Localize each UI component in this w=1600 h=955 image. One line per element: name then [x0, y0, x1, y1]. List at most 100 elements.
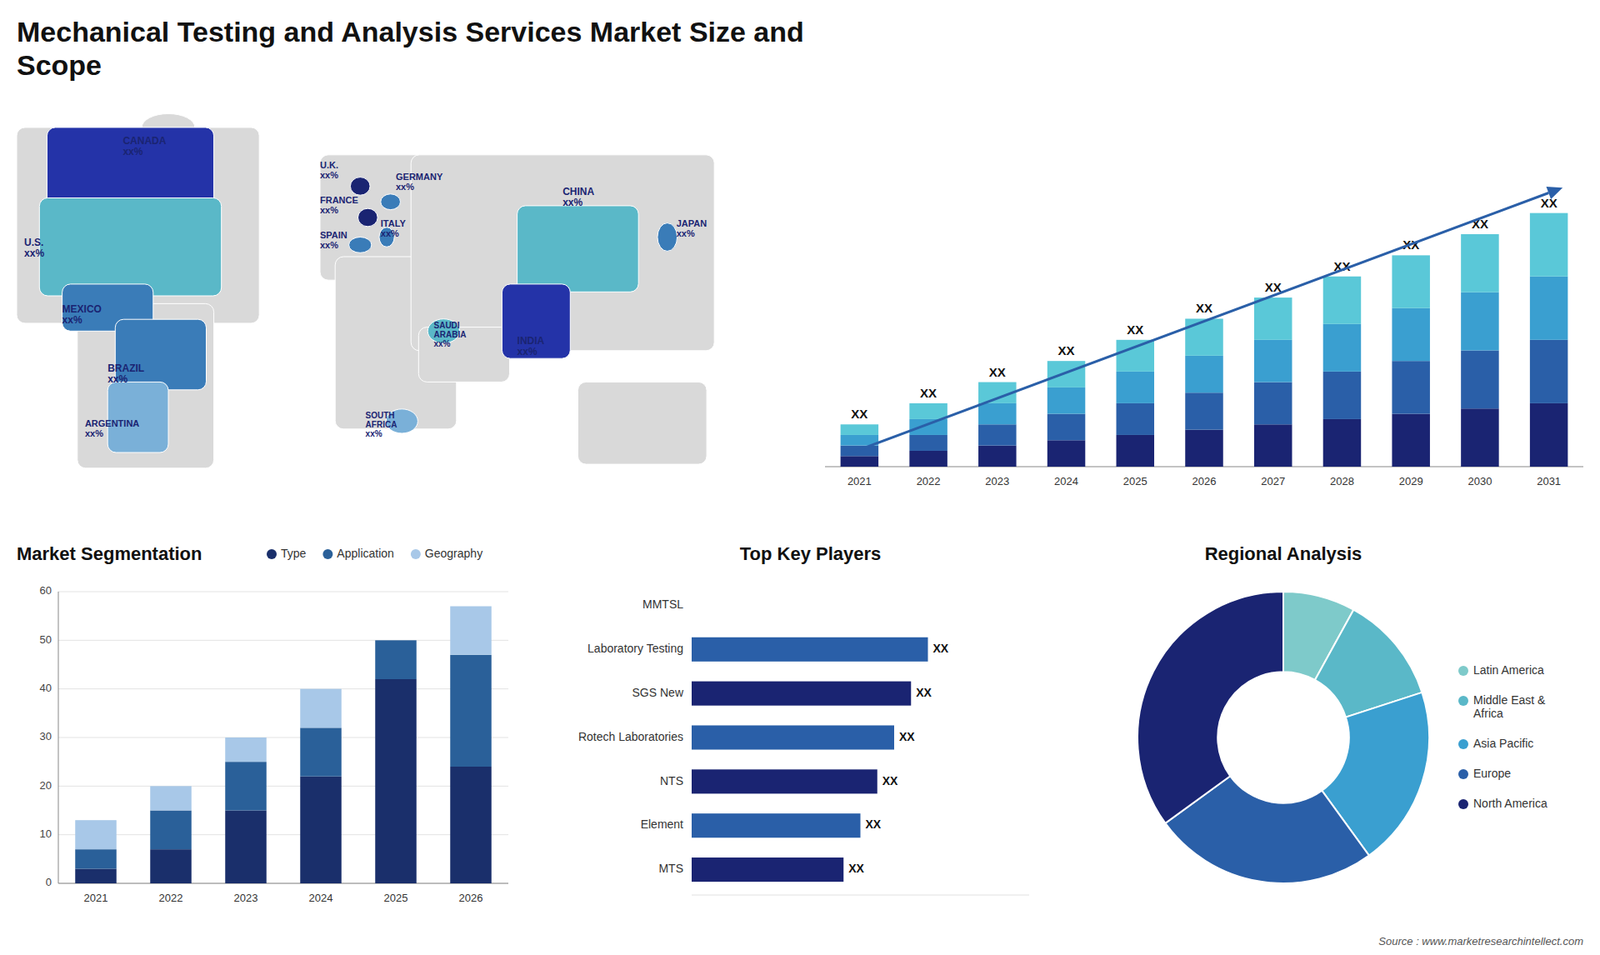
country-label: INDIAxx% [517, 335, 545, 358]
text-line: xx% [365, 429, 383, 439]
bars [840, 213, 1569, 467]
text-line: xx% [380, 228, 400, 239]
y-tick-label: 50 [40, 633, 52, 646]
text-line: ITALY [380, 218, 407, 229]
bar-segment [1530, 276, 1569, 340]
text-line: U.S. [24, 236, 44, 249]
legend-label: Asia Pacific [1473, 736, 1534, 750]
y-tick-label: NTS [660, 774, 684, 788]
text-line: ARABIA [434, 330, 467, 340]
bar-segment [1185, 355, 1224, 393]
bar-segment [450, 655, 492, 767]
country-label: SOUTHAFRICAxx% [365, 410, 398, 439]
y-tick-label: 60 [40, 584, 52, 597]
y-tick-label: 30 [40, 730, 52, 743]
bar-segment [150, 785, 192, 810]
bar-segment [75, 869, 117, 885]
bar-segment [1047, 387, 1086, 415]
bar-segment [1391, 414, 1430, 467]
bar-segment [1047, 414, 1086, 441]
bar-segment [1047, 360, 1086, 388]
x-axis-line [58, 883, 509, 885]
bar-segment [1460, 350, 1500, 410]
text-line: GERMANY [395, 171, 444, 182]
legend-label: Latin America [1473, 663, 1545, 677]
text-line: xx% [122, 145, 143, 158]
grid-line [58, 640, 509, 641]
bar-segment [1391, 360, 1430, 414]
bar-segment [978, 445, 1017, 467]
text-line: xx% [320, 170, 339, 180]
bar-segment [1254, 382, 1293, 425]
legend-swatch [1458, 769, 1469, 780]
world-map: CANADAxx%U.S.xx%MEXICOxx%BRAZILxx%ARGENT… [16, 113, 715, 468]
x-tick-label: 2031 [1536, 475, 1561, 488]
x-tick-label: 2026 [459, 891, 484, 905]
country-shape [380, 194, 401, 210]
legend-swatch [322, 549, 333, 560]
country-shape [350, 177, 370, 196]
bar-segment [1323, 276, 1362, 325]
grid-line [58, 785, 509, 787]
legend-label: Geography [425, 546, 483, 560]
x-tick-label: 2023 [985, 475, 1010, 488]
bar-annotation: XX [1195, 300, 1213, 315]
country-label: GERMANYxx% [395, 171, 444, 192]
trend-arrow [845, 193, 1549, 455]
donut-chart: Regional Analysis [1137, 543, 1430, 884]
y-tick-label: 10 [40, 827, 52, 840]
bar [691, 725, 895, 750]
bars [75, 606, 492, 885]
y-tick-label: MTS [658, 861, 684, 875]
bar-annotation: XX [865, 817, 882, 831]
text-line: JAPAN [676, 218, 708, 229]
bar-segment [840, 424, 880, 435]
x-tick-label: 2024 [309, 891, 334, 905]
bar-segment [1323, 324, 1362, 372]
legend-label: Type [280, 546, 307, 560]
text-line: xx% [107, 373, 128, 385]
chart-canvas: Mechanical Testing and Analysis Services… [0, 0, 1600, 955]
bar-segment [300, 689, 342, 729]
legend: Type Application Geography [266, 546, 483, 560]
grid-line [58, 834, 509, 835]
country-label: ARGENTINAxx% [85, 418, 140, 439]
x-tick-label: 2026 [1192, 475, 1217, 488]
text-line: xx% [320, 205, 339, 215]
text-line: xx% [517, 345, 538, 358]
legend-swatch [266, 549, 277, 560]
bar [691, 857, 844, 882]
bar-segment [978, 403, 1017, 425]
text-line: xx% [562, 196, 583, 209]
bar-segment [1391, 308, 1430, 361]
bar-annotation: XX [920, 385, 937, 400]
country-label: U.S.xx% [24, 236, 45, 260]
bar-segment [909, 403, 948, 420]
bar-annotation: XX [1058, 343, 1075, 358]
x-tick-label: 2023 [234, 891, 259, 905]
legend-swatch [1458, 695, 1469, 706]
bar-segment [1185, 430, 1224, 467]
text-line: xx% [85, 428, 104, 439]
text-line: CANADA [122, 135, 166, 147]
x-tick-label: 2029 [1399, 475, 1424, 488]
text-line: BRAZIL [107, 362, 145, 375]
text-line: U.K. [320, 160, 339, 170]
chart-title: Top Key Players [740, 543, 882, 565]
text-line: Mechanical Testing and Analysis Services… [16, 15, 805, 48]
legend-label: Europe [1473, 766, 1511, 780]
bar-segment [909, 435, 948, 451]
country-label: BRAZILxx% [107, 362, 145, 385]
text-line: AFRICA [365, 420, 398, 430]
x-tick-label: 2027 [1260, 475, 1285, 488]
bar-segment [1460, 408, 1500, 467]
country-label: CHINAxx% [562, 185, 595, 209]
bar-segment [1254, 340, 1293, 383]
y-tick-label: Rotech Laboratories [578, 730, 684, 744]
country-label: U.K.xx% [320, 160, 339, 180]
grid-line [58, 688, 509, 690]
bar-segment [150, 849, 192, 884]
legend-label: Application [336, 546, 395, 560]
x-range-line [691, 895, 1030, 896]
source-note: Source : www.marketresearchintellect.com [1378, 935, 1584, 948]
